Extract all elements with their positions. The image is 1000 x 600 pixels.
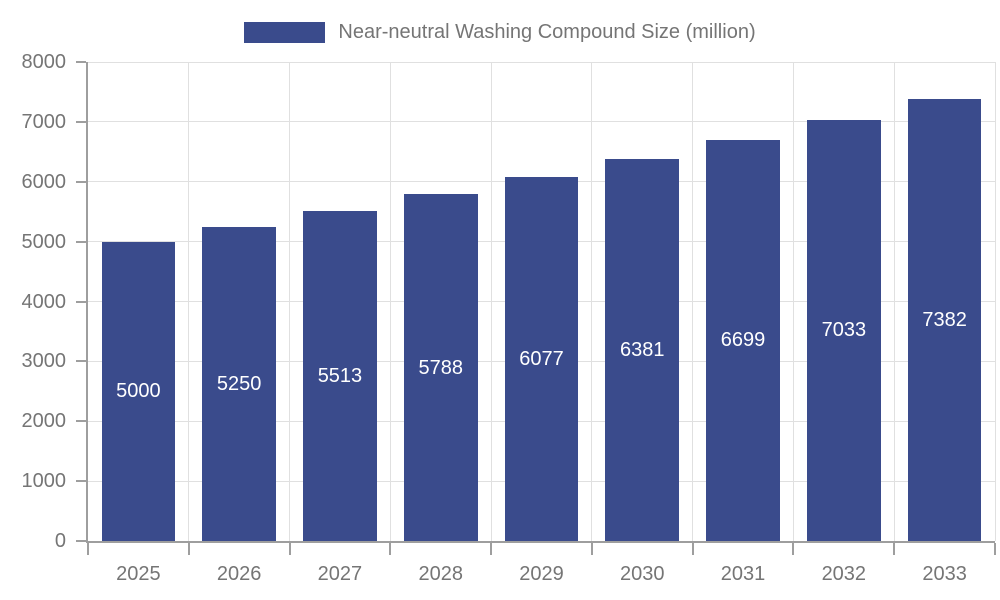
gridline-horizontal <box>88 61 995 63</box>
x-tick-label: 2029 <box>519 563 564 585</box>
bar-value-label: 5250 <box>216 372 262 395</box>
gridline-vertical <box>188 62 190 541</box>
x-axis-tick <box>187 543 190 555</box>
y-axis-tick <box>76 61 86 63</box>
x-tick-label: 2032 <box>821 563 867 585</box>
bar-value-label: 7382 <box>922 309 967 331</box>
y-axis-tick <box>76 300 86 303</box>
bar-value-label: 7033 <box>821 319 867 342</box>
y-axis-line <box>86 62 88 543</box>
bar: 5000 <box>101 241 176 541</box>
y-tick-label: 5000 <box>21 230 67 253</box>
y-tick-label: 0 <box>54 530 66 552</box>
x-tick-label: 2027 <box>317 563 363 585</box>
legend-label: Near-neutral Washing Compound Size (mill… <box>338 20 756 43</box>
y-axis-tick <box>76 180 86 183</box>
x-axis-tick <box>590 543 593 555</box>
bar-value-label: 5000 <box>116 380 161 403</box>
y-tick-label: 1000 <box>21 470 67 493</box>
gridline-vertical <box>490 62 492 541</box>
bar: 7033 <box>807 119 881 541</box>
bar: 6381 <box>605 158 680 541</box>
x-tick-label: 2030 <box>620 563 665 585</box>
y-tick-label: 2000 <box>21 410 67 433</box>
bar: 5788 <box>403 194 478 541</box>
y-tick-label: 4000 <box>21 290 67 313</box>
bar-value-label: 6077 <box>519 348 564 371</box>
x-axis-tick <box>288 543 291 555</box>
x-tick-label: 2028 <box>418 563 463 585</box>
x-tick-label: 2025 <box>116 563 161 585</box>
bar: 5250 <box>202 226 276 541</box>
y-axis-tick <box>76 120 86 123</box>
gridline-horizontal <box>88 121 995 123</box>
y-axis-tick <box>76 540 86 542</box>
gridline-vertical <box>591 62 593 541</box>
y-tick-label: 8000 <box>21 51 67 73</box>
bar-value-label: 6699 <box>720 329 766 352</box>
gridline-vertical <box>692 62 694 541</box>
x-axis-tick <box>994 543 996 555</box>
x-tick-label: 2026 <box>216 563 262 585</box>
x-tick-label: 2033 <box>922 563 967 585</box>
x-axis-tick <box>691 543 694 555</box>
x-axis-tick <box>389 543 392 555</box>
plot-area: 5000 5250 5513 5788 6077 6381 6699 7033 7382 <box>88 61 996 541</box>
bar: 7382 <box>907 99 982 541</box>
x-axis-line <box>86 541 995 543</box>
legend-swatch <box>244 21 326 43</box>
y-tick-label: 6000 <box>21 170 67 193</box>
gridline-vertical <box>994 62 996 541</box>
y-axis-tick <box>76 420 86 423</box>
x-axis-tick <box>792 543 795 555</box>
x-tick-label: 2031 <box>720 563 766 585</box>
y-tick-label: 3000 <box>21 350 67 373</box>
gridline-vertical <box>389 62 391 541</box>
y-tick-label: 7000 <box>21 110 67 133</box>
gridline-vertical <box>289 62 291 541</box>
x-axis-tick <box>87 543 89 555</box>
x-axis-tick <box>490 543 493 555</box>
gridline-vertical <box>893 62 895 541</box>
x-axis-tick <box>893 543 896 555</box>
bar: 5513 <box>303 210 377 541</box>
gridline-vertical <box>792 62 794 541</box>
bar-value-label: 6381 <box>620 338 665 361</box>
bar-value-label: 5513 <box>317 364 363 387</box>
y-axis-tick <box>76 480 86 483</box>
legend: Near-neutral Washing Compound Size (mill… <box>0 19 1000 45</box>
bar-value-label: 5788 <box>418 356 463 379</box>
y-axis-tick <box>76 240 86 243</box>
bar: 6077 <box>504 177 579 541</box>
y-axis-tick <box>76 360 86 363</box>
bar: 6699 <box>706 139 780 541</box>
